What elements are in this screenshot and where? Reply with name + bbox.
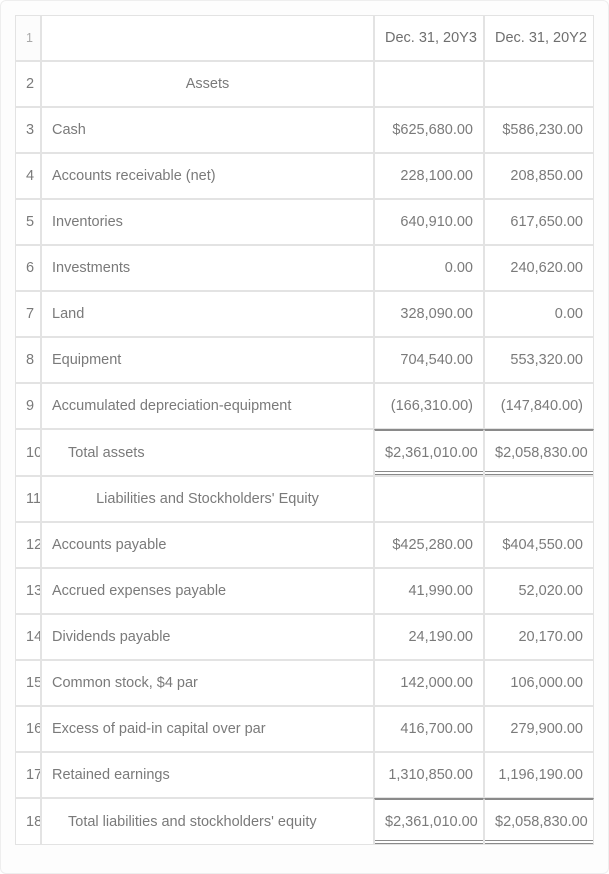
cell-y2: $586,230.00 [484,107,594,153]
row-label: Investments [41,245,374,291]
cell-y3: $425,280.00 [374,522,484,568]
table-row: 8 Equipment 704,540.00 553,320.00 [15,337,594,383]
cell-y3: 704,540.00 [374,337,484,383]
cell-y2: 553,320.00 [484,337,594,383]
table-row-total: 18 Total liabilities and stockholders' e… [15,798,594,845]
header-label-blank [41,15,374,61]
cell-y3: 142,000.00 [374,660,484,706]
row-label: Land [41,291,374,337]
balance-sheet-container: 1 Dec. 31, 20Y3 Dec. 31, 20Y2 2 Assets 3… [0,0,609,874]
cell-y3: 0.00 [374,245,484,291]
table-row: 3 Cash $625,680.00 $586,230.00 [15,107,594,153]
table-row: 14 Dividends payable 24,190.00 20,170.00 [15,614,594,660]
row-number: 11 [15,476,41,522]
section-heading-liab-equity: Liabilities and Stockholders' Equity [41,476,374,522]
table-row: 11 Liabilities and Stockholders' Equity [15,476,594,522]
row-label: Cash [41,107,374,153]
cell-y2-total: $2,058,830.00 [484,798,594,845]
cell-y3 [374,61,484,107]
row-label: Excess of paid-in capital over par [41,706,374,752]
row-label: Accumulated depreciation-equipment [41,383,374,429]
cell-y3: (166,310.00) [374,383,484,429]
section-heading-assets: Assets [41,61,374,107]
row-number: 10 [15,429,41,476]
cell-y3: 228,100.00 [374,153,484,199]
cell-y2 [484,476,594,522]
table-row: 13 Accrued expenses payable 41,990.00 52… [15,568,594,614]
header-rownum: 1 [15,15,41,61]
cell-y3: 41,990.00 [374,568,484,614]
row-number: 14 [15,614,41,660]
cell-y3: $625,680.00 [374,107,484,153]
table-row: 15 Common stock, $4 par 142,000.00 106,0… [15,660,594,706]
header-col-y3: Dec. 31, 20Y3 [374,15,484,61]
row-number: 7 [15,291,41,337]
cell-y2: 240,620.00 [484,245,594,291]
row-number: 8 [15,337,41,383]
table-row: 16 Excess of paid-in capital over par 41… [15,706,594,752]
cell-y2: 1,196,190.00 [484,752,594,798]
table-row: 12 Accounts payable $425,280.00 $404,550… [15,522,594,568]
row-number: 16 [15,706,41,752]
row-number: 9 [15,383,41,429]
cell-y2: 617,650.00 [484,199,594,245]
row-label: Accrued expenses payable [41,568,374,614]
header-col-y2: Dec. 31, 20Y2 [484,15,594,61]
table-row-total: 10 Total assets $2,361,010.00 $2,058,830… [15,429,594,476]
row-number: 4 [15,153,41,199]
row-number: 13 [15,568,41,614]
row-number: 18 [15,798,41,845]
table-row: 4 Accounts receivable (net) 228,100.00 2… [15,153,594,199]
row-number: 2 [15,61,41,107]
cell-y3: 24,190.00 [374,614,484,660]
cell-y2: (147,840.00) [484,383,594,429]
row-number: 15 [15,660,41,706]
row-number: 6 [15,245,41,291]
row-label: Accounts receivable (net) [41,153,374,199]
cell-y2: 52,020.00 [484,568,594,614]
row-number: 5 [15,199,41,245]
row-label-total-liab-equity: Total liabilities and stockholders' equi… [41,798,374,845]
row-label: Equipment [41,337,374,383]
cell-y3 [374,476,484,522]
row-label: Accounts payable [41,522,374,568]
cell-y3: 640,910.00 [374,199,484,245]
row-label: Retained earnings [41,752,374,798]
row-number: 12 [15,522,41,568]
row-label: Inventories [41,199,374,245]
cell-y2: 279,900.00 [484,706,594,752]
table-row: 6 Investments 0.00 240,620.00 [15,245,594,291]
cell-y2: 106,000.00 [484,660,594,706]
table-row: 5 Inventories 640,910.00 617,650.00 [15,199,594,245]
row-number: 3 [15,107,41,153]
cell-y2: 208,850.00 [484,153,594,199]
row-number: 17 [15,752,41,798]
table-header-row: 1 Dec. 31, 20Y3 Dec. 31, 20Y2 [15,15,594,61]
table-row: 2 Assets [15,61,594,107]
cell-y3-total: $2,361,010.00 [374,798,484,845]
cell-y2: $404,550.00 [484,522,594,568]
cell-y3: 416,700.00 [374,706,484,752]
cell-y3: 328,090.00 [374,291,484,337]
cell-y3-total: $2,361,010.00 [374,429,484,476]
balance-sheet-table: 1 Dec. 31, 20Y3 Dec. 31, 20Y2 2 Assets 3… [15,15,594,845]
row-label-total-assets: Total assets [41,429,374,476]
cell-y2: 0.00 [484,291,594,337]
cell-y2-total: $2,058,830.00 [484,429,594,476]
row-label: Dividends payable [41,614,374,660]
table-row: 7 Land 328,090.00 0.00 [15,291,594,337]
cell-y3: 1,310,850.00 [374,752,484,798]
cell-y2: 20,170.00 [484,614,594,660]
table-row: 17 Retained earnings 1,310,850.00 1,196,… [15,752,594,798]
row-label: Common stock, $4 par [41,660,374,706]
table-row: 9 Accumulated depreciation-equipment (16… [15,383,594,429]
cell-y2 [484,61,594,107]
